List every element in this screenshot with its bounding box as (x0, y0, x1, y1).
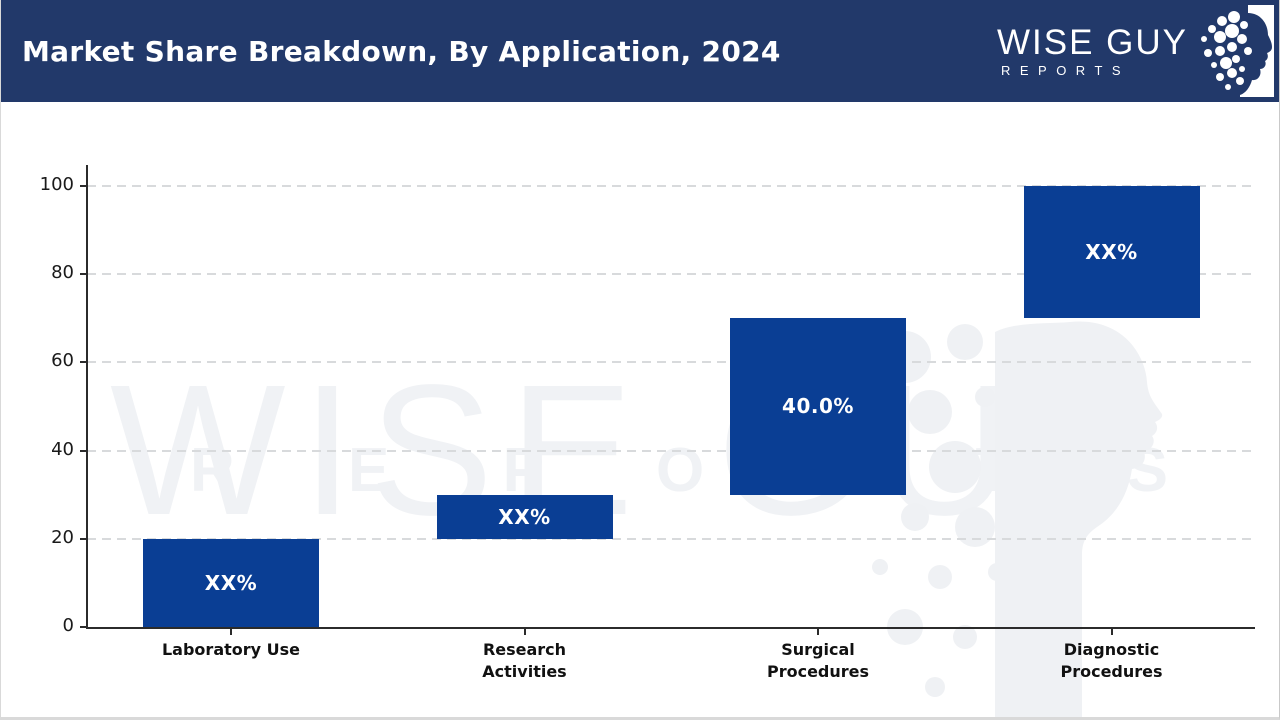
wiseguy-logo: WISE GUY REPORTS (997, 5, 1274, 97)
y-axis-tick-label: 80 (51, 262, 74, 284)
logo-subtitle: REPORTS (1000, 63, 1131, 78)
watermark-face-graphic (863, 321, 1163, 717)
y-axis-line (86, 165, 88, 629)
category-label: Diagnostic Procedures (1060, 640, 1163, 682)
x-axis-line (86, 627, 1255, 629)
y-axis-tick-label: 0 (62, 615, 74, 636)
bar-3: XX% (1023, 186, 1200, 319)
y-axis-tick-label: 40 (51, 438, 74, 460)
y-axis-tick-mark (80, 626, 86, 628)
y-axis-tick-mark (80, 185, 86, 187)
bar-value-label: XX% (498, 504, 551, 529)
gridline-80 (87, 273, 1254, 276)
gridline-20 (87, 537, 1254, 540)
bar-value-label: XX% (204, 570, 258, 595)
y-axis-tick-label: 20 (51, 526, 74, 548)
bar-value-label: 40.0% (782, 394, 854, 419)
header-bar: Market Share Breakdown, By Application, … (0, 0, 1280, 102)
bar-value-label: XX% (1085, 240, 1138, 265)
y-axis-tick-mark (80, 361, 86, 364)
bar-0: XX% (143, 538, 319, 627)
x-axis-tick-mark (817, 629, 819, 635)
gridline-60 (87, 361, 1254, 364)
y-axis-tick-mark (80, 537, 86, 540)
x-axis-tick-mark (230, 629, 232, 635)
gridline-100 (87, 185, 1254, 187)
category-label: Laboratory Use (161, 640, 301, 659)
wiseguy-face-icon (1201, 5, 1274, 97)
gridline-40 (87, 449, 1254, 452)
logo-text: WISE GUY REPORTS (997, 25, 1188, 77)
bar-2: 40.0% (730, 318, 906, 495)
chart-canvas: WISE GU R E P O R T S 0 20 40 60 80 100 XX% Lab… (0, 102, 1280, 720)
y-axis-tick-mark (80, 273, 86, 276)
x-axis-tick-mark (1110, 629, 1113, 635)
y-axis-tick-label: 100 (39, 174, 74, 195)
page-title: Market Share Breakdown, By Application, … (22, 34, 781, 68)
bar-1: XX% (436, 494, 613, 539)
category-label: Research Activities (482, 640, 567, 682)
y-axis-tick-mark (80, 449, 86, 452)
x-axis-tick-mark (523, 629, 526, 635)
logo-wordmark: WISE GUY (996, 23, 1188, 62)
y-axis-tick-label: 60 (51, 350, 74, 372)
category-label: Surgical Procedures (766, 640, 870, 682)
